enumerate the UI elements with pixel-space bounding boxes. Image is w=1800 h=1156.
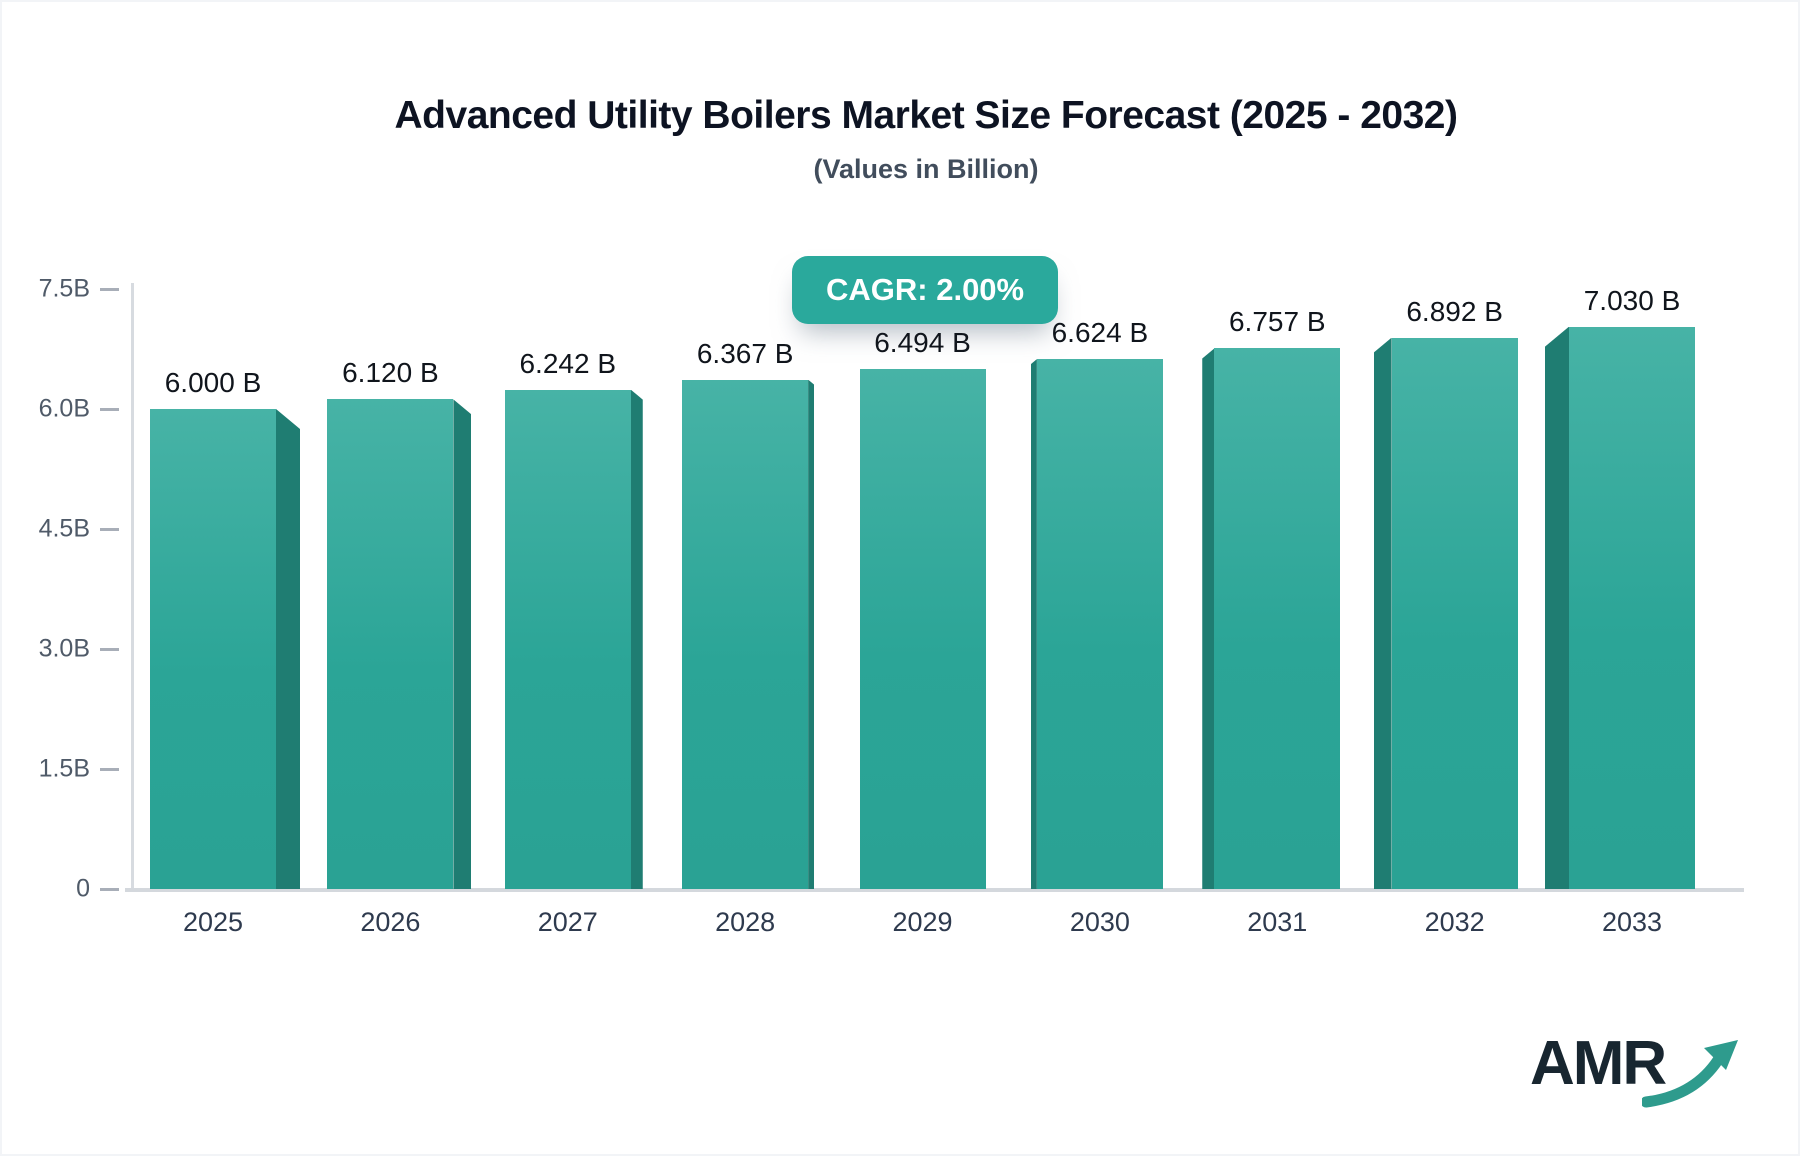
bar-value-label: 6.757 B [1228, 306, 1326, 338]
y-axis-tick-label: 3.0B [38, 634, 90, 663]
bar-value-label: 6.367 B [696, 337, 794, 369]
bar-front-face [150, 409, 276, 889]
bar-front-face [1391, 337, 1518, 889]
bar-side-face [1030, 359, 1037, 889]
bar-side-face [1545, 326, 1569, 889]
brand-text: AMR [1530, 1029, 1667, 1098]
bar-value-label: 6.494 B [874, 327, 971, 359]
bar-2031[interactable] [1202, 348, 1341, 889]
cagr-badge-label: CAGR: 2.00% [826, 272, 1025, 307]
bar-2026[interactable] [327, 399, 472, 889]
bar-value-label: 6.242 B [519, 347, 617, 379]
bar-2027[interactable] [504, 389, 643, 889]
y-axis-tick [100, 647, 119, 651]
bar-2030[interactable] [1030, 359, 1163, 889]
x-axis-baseline [125, 888, 1744, 892]
bar-value-label: 6.000 B [164, 367, 262, 398]
bar-2033[interactable] [1545, 326, 1695, 889]
x-axis-tick-label: 2029 [892, 907, 953, 937]
chart-subtitle: (Values in Billion) [813, 154, 1039, 184]
y-axis-tick-label: 0 [76, 874, 90, 903]
chart-header: Advanced Utility Boilers Market Size For… [50, 94, 1800, 185]
bar-2032[interactable] [1373, 337, 1518, 889]
chart-title: Advanced Utility Boilers Market Size For… [394, 94, 1458, 137]
bar-front-face [327, 399, 454, 889]
x-axis-tick-label: 2027 [537, 907, 598, 937]
bar-side-face [808, 379, 815, 889]
bar-side-face [1373, 337, 1392, 889]
y-axis-tick [100, 887, 119, 891]
y-axis-tick [100, 287, 119, 291]
y-axis-tick-label: 4.5B [38, 514, 90, 543]
bar-front-face [504, 389, 631, 889]
y-axis-tick-label: 7.5B [38, 274, 90, 303]
x-axis-tick-label: 2028 [715, 907, 776, 937]
y-axis-line [131, 283, 134, 891]
x-axis-tick-label: 2032 [1424, 907, 1485, 937]
bar-value-label: 6.120 B [342, 357, 439, 389]
x-axis-tick-label: 2031 [1247, 907, 1308, 937]
bar-2028[interactable] [682, 379, 815, 889]
growth-arrow-icon [1642, 1040, 1738, 1108]
y-axis-tick-label: 6.0B [38, 394, 90, 423]
bar-side-face [276, 409, 300, 889]
y-axis-tick [100, 767, 119, 771]
x-axis-tick-label: 2030 [1069, 907, 1130, 937]
bar-value-label: 6.892 B [1406, 295, 1503, 327]
bar-side-face [630, 389, 643, 889]
y-axis-tick [100, 407, 119, 411]
bar-value-label: 6.624 B [1051, 317, 1149, 349]
y-axis-tick [100, 527, 119, 531]
x-axis-tick-label: 2025 [182, 907, 244, 937]
cagr-badge: CAGR: 2.00% [792, 256, 1059, 324]
bar-value-label: 7.030 B [1583, 284, 1681, 316]
bar-front-face [1214, 348, 1341, 889]
bar-front-face [682, 379, 809, 889]
x-axis-tick-label: 2033 [1601, 907, 1663, 937]
bar-side-face [1202, 348, 1215, 889]
bar-front-face [1569, 326, 1695, 889]
plot-area: 7.5B 6.0B 4.5B 3.0B 1.5B 0 6.000 B 2025 6.120 B 2… [39, 275, 1744, 937]
bar-side-face [453, 399, 472, 889]
brand-logo: AMR [1530, 1028, 1740, 1118]
bar-2025[interactable] [150, 409, 300, 889]
y-axis-tick-label: 1.5B [38, 754, 90, 783]
bar-front-face [859, 369, 986, 889]
x-axis-tick-label: 2026 [360, 907, 421, 937]
bar-2029[interactable] [859, 369, 986, 889]
bar-front-face [1036, 359, 1163, 889]
